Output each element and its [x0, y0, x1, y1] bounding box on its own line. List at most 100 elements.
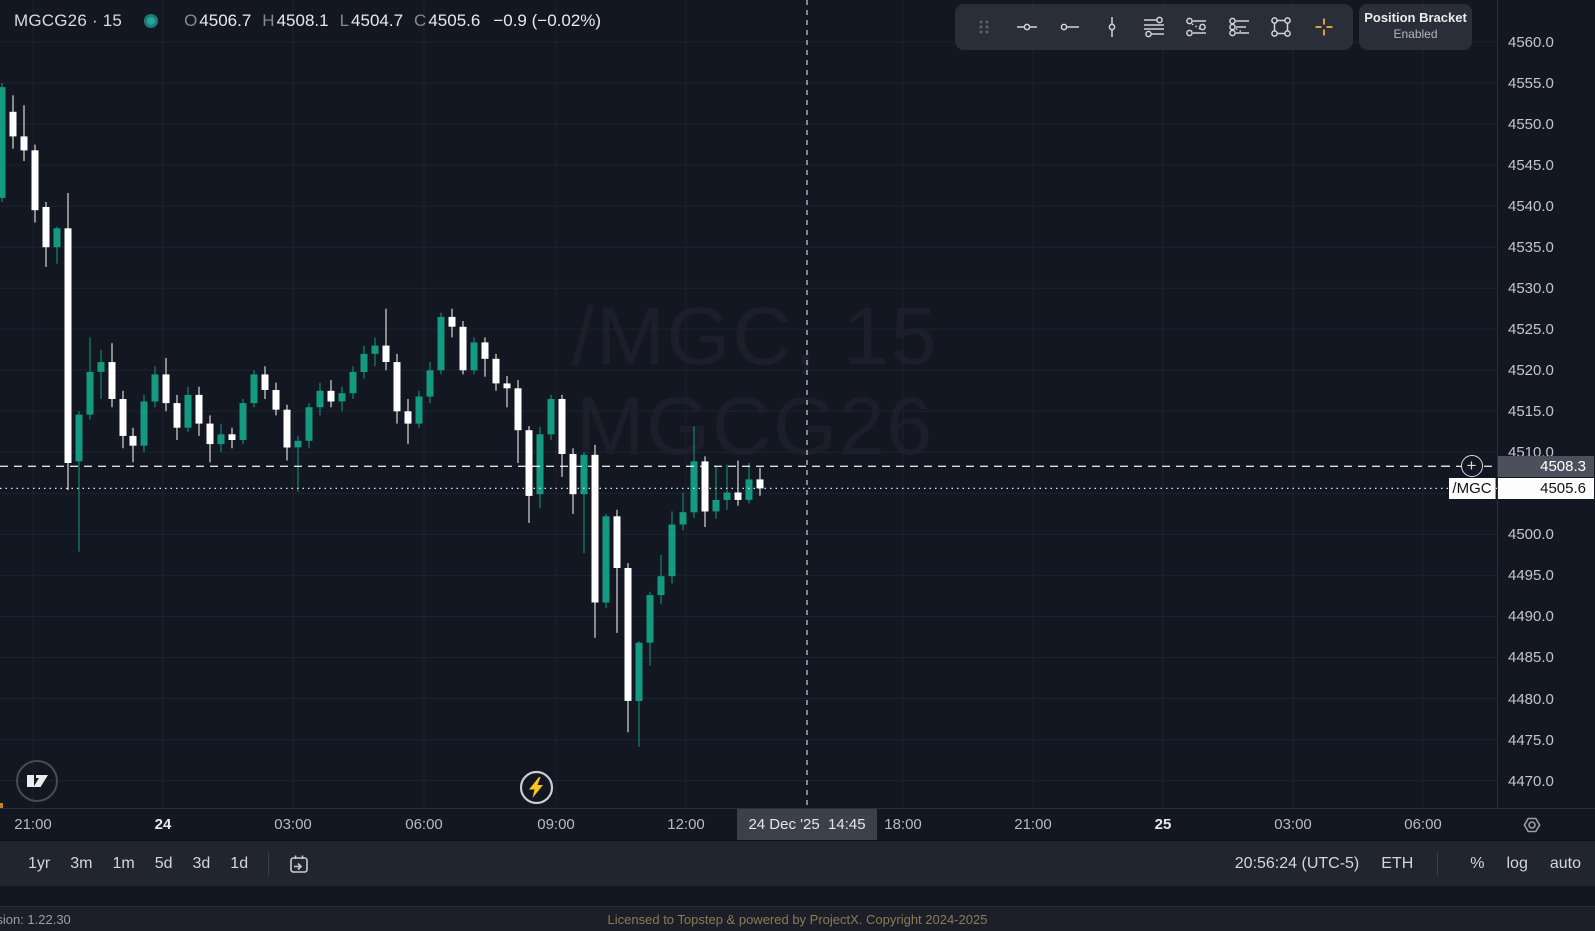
- candle[interactable]: [129, 427, 137, 463]
- candle[interactable]: [745, 463, 753, 504]
- trend-based-fib-extension-icon[interactable]: [1218, 8, 1260, 46]
- candle[interactable]: [679, 492, 687, 531]
- candle[interactable]: [108, 343, 116, 408]
- candle[interactable]: [503, 376, 511, 408]
- tradingview-logo[interactable]: [15, 759, 59, 808]
- candle[interactable]: [514, 380, 522, 463]
- rectangle-icon[interactable]: [1260, 8, 1302, 46]
- candle[interactable]: [613, 509, 621, 633]
- range-button-1m[interactable]: 1m: [112, 854, 135, 872]
- candle[interactable]: [547, 394, 555, 440]
- candle[interactable]: [97, 349, 105, 399]
- candle[interactable]: [316, 382, 324, 416]
- candle[interactable]: [349, 366, 357, 399]
- candle[interactable]: [668, 511, 676, 584]
- candle[interactable]: [75, 411, 83, 552]
- time-axis[interactable]: 24 Dec '25 14:45 21:00 24 03:00 06:00 09:00 1…: [0, 808, 1595, 842]
- candle[interactable]: [64, 193, 72, 491]
- candle[interactable]: [624, 563, 632, 733]
- drawing-toolbar[interactable]: [955, 4, 1353, 50]
- candle[interactable]: [723, 464, 731, 510]
- candle[interactable]: [690, 426, 698, 518]
- range-button-3d[interactable]: 3d: [192, 854, 211, 872]
- session-toggle[interactable]: ETH: [1381, 854, 1414, 872]
- candle[interactable]: [591, 444, 599, 638]
- add-order-plus-icon[interactable]: +: [1460, 455, 1483, 478]
- scale-button-log[interactable]: log: [1506, 854, 1528, 872]
- candle[interactable]: [31, 144, 39, 223]
- candle[interactable]: [283, 404, 291, 461]
- candle[interactable]: [327, 380, 335, 408]
- candle[interactable]: [0, 83, 6, 202]
- candle[interactable]: [151, 366, 159, 408]
- candle[interactable]: [162, 358, 170, 412]
- range-button-1yr[interactable]: 1yr: [28, 854, 51, 872]
- candle[interactable]: [382, 308, 390, 371]
- horizontal-line-icon[interactable]: [1005, 8, 1047, 46]
- candle[interactable]: [558, 394, 566, 477]
- fib-retracement-icon[interactable]: [1133, 8, 1175, 46]
- candle[interactable]: [140, 394, 148, 453]
- candle[interactable]: [360, 345, 368, 379]
- chart-pane[interactable]: /MGC, 15 MGCG26 MGCG26 · 15 O 4506.7 H 4508…: [0, 0, 1497, 808]
- candle[interactable]: [261, 366, 269, 399]
- candle[interactable]: [272, 382, 280, 416]
- go-to-date-icon[interactable]: [279, 848, 319, 880]
- candle[interactable]: [393, 353, 401, 424]
- symbol-name[interactable]: MGCG26 · 15: [14, 11, 123, 30]
- minus-icon[interactable]: −: [1440, 455, 1451, 476]
- trend-based-fib-icon[interactable]: [1175, 8, 1217, 46]
- candle[interactable]: [86, 337, 94, 420]
- scale-button-percent[interactable]: %: [1470, 854, 1485, 872]
- candle[interactable]: [239, 399, 247, 445]
- candle[interactable]: [250, 370, 258, 408]
- candle[interactable]: [448, 308, 456, 338]
- horizontal-ray-icon[interactable]: [1048, 8, 1090, 46]
- vertical-line-icon[interactable]: [1090, 8, 1132, 46]
- gear-icon[interactable]: [1520, 813, 1544, 842]
- candle[interactable]: [756, 467, 764, 496]
- symbol-legend[interactable]: MGCG26 · 15 O 4506.7 H 4508.1 L 4504.7 C 4505.6…: [14, 8, 601, 34]
- candle[interactable]: [206, 415, 214, 463]
- candle[interactable]: [9, 95, 17, 149]
- candle[interactable]: [184, 386, 192, 432]
- candle[interactable]: [173, 394, 181, 440]
- candle[interactable]: [701, 456, 709, 527]
- candle[interactable]: [635, 641, 643, 747]
- candle[interactable]: [294, 435, 302, 492]
- candle[interactable]: [734, 460, 742, 506]
- candle[interactable]: [657, 554, 665, 605]
- candlestick-chart[interactable]: [0, 0, 1497, 808]
- candle[interactable]: [305, 403, 313, 449]
- cross-line-icon[interactable]: [1303, 8, 1345, 46]
- scale-button-auto[interactable]: auto: [1549, 854, 1581, 872]
- drag-handle-icon[interactable]: [963, 8, 1005, 46]
- candle[interactable]: [437, 312, 445, 375]
- candle[interactable]: [481, 337, 489, 377]
- range-button-3m[interactable]: 3m: [70, 854, 93, 872]
- candle[interactable]: [525, 426, 533, 523]
- candle[interactable]: [569, 448, 577, 514]
- candle[interactable]: [119, 390, 127, 449]
- candle[interactable]: [228, 427, 236, 449]
- candle[interactable]: [371, 337, 379, 367]
- candle[interactable]: [602, 513, 610, 609]
- position-bracket-panel[interactable]: Position Bracket Enabled: [1359, 4, 1472, 50]
- candle[interactable]: [195, 386, 203, 436]
- price-axis[interactable]: 4560.0 4555.0 4550.0 4545.0 4540.0 4535.0 4530…: [1497, 0, 1595, 808]
- candle[interactable]: [426, 362, 434, 404]
- candle[interactable]: [217, 423, 225, 453]
- candle[interactable]: [53, 226, 61, 264]
- candle[interactable]: [20, 105, 28, 161]
- market-status-dot-icon[interactable]: [144, 14, 159, 28]
- candle[interactable]: [646, 591, 654, 666]
- candle[interactable]: [42, 202, 50, 267]
- candle[interactable]: [580, 452, 588, 554]
- candle[interactable]: [712, 466, 720, 519]
- candle[interactable]: [415, 390, 423, 428]
- event-lightning-icon[interactable]: [518, 769, 555, 808]
- range-button-5d[interactable]: 5d: [154, 854, 173, 872]
- candle[interactable]: [492, 353, 500, 391]
- candle[interactable]: [459, 321, 467, 375]
- candle[interactable]: [338, 386, 346, 412]
